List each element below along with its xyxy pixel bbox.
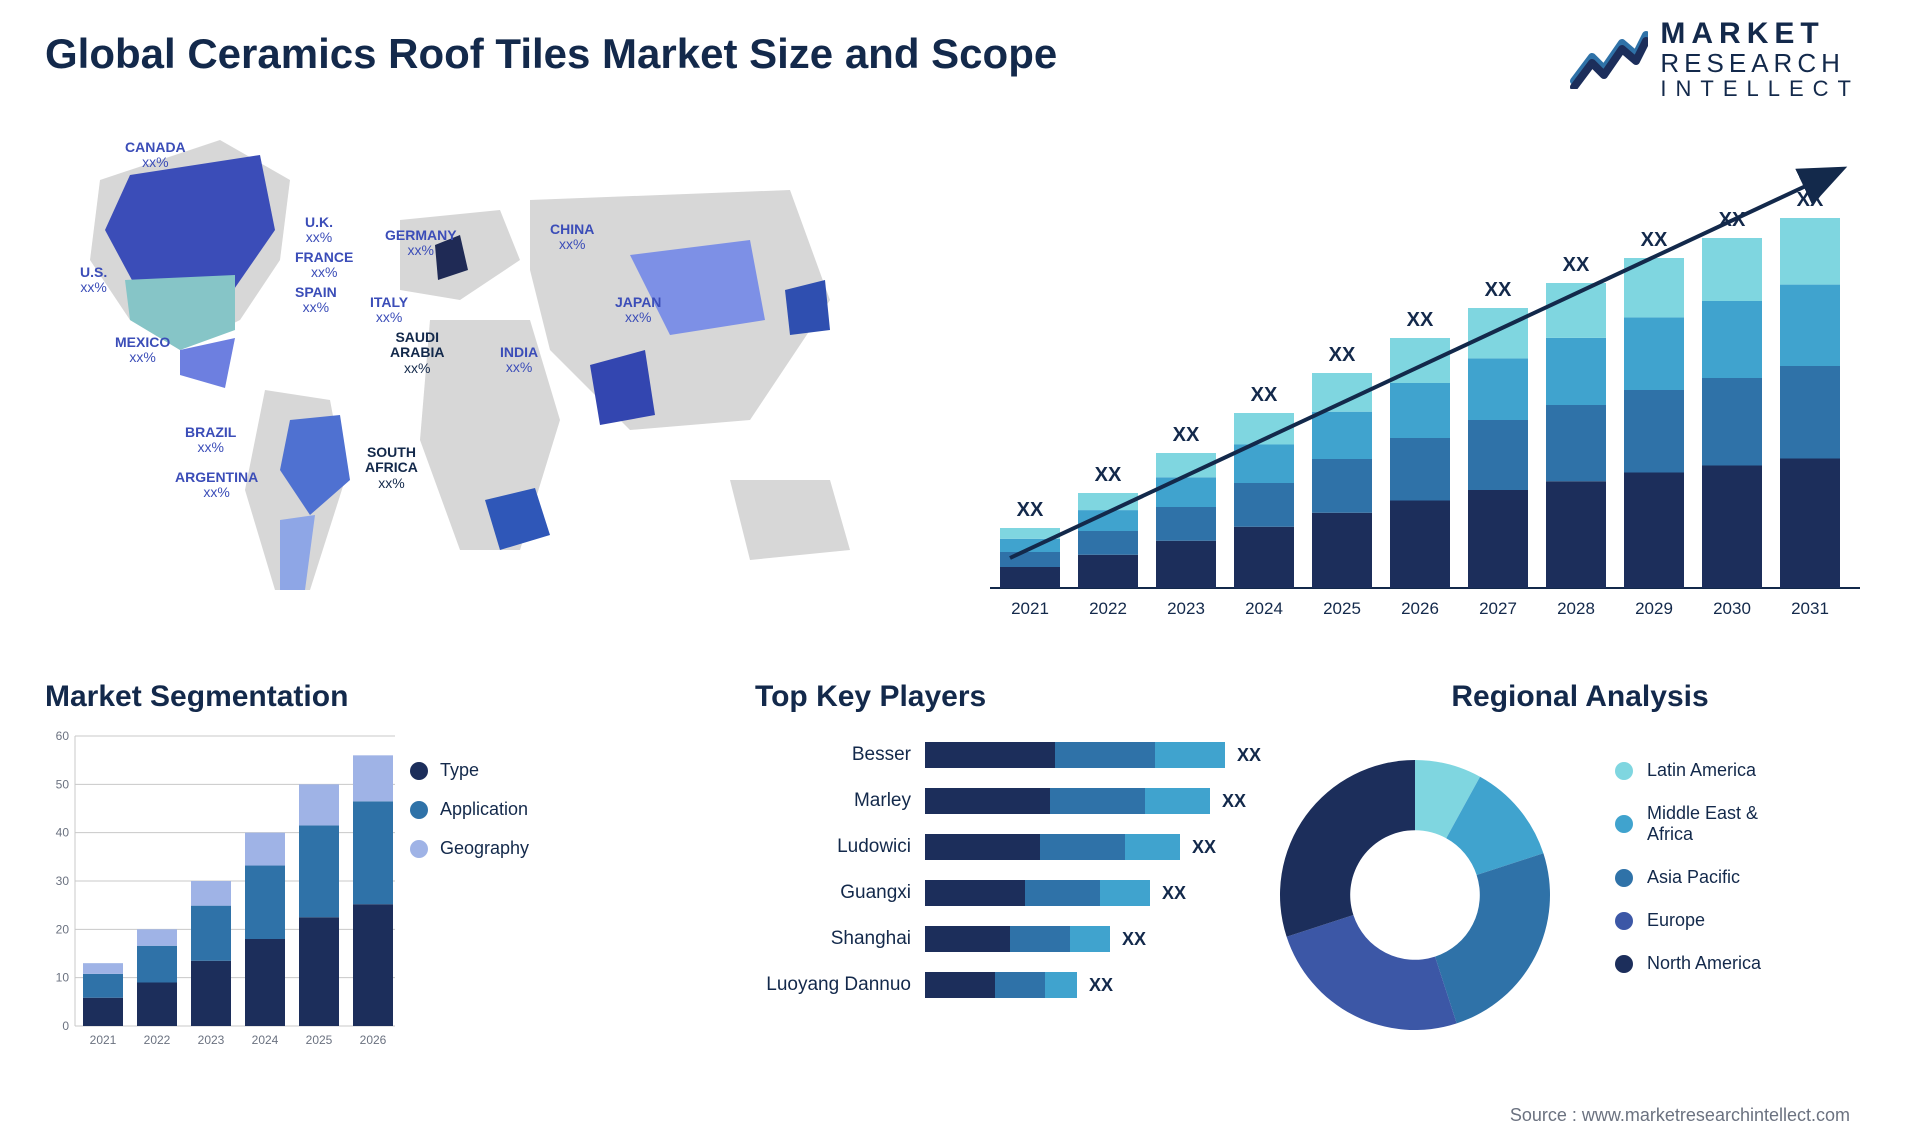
segmentation-legend: Type Application Geography [410,760,529,877]
logo-text-1: MARKET [1660,18,1860,50]
segmentation-chart: 0 10 20 30 40 50 60 2021 2022 2023 2024 2025 2026 [45,726,395,1056]
growth-bar-chart: 2021 XX 2022 XX 2023 XX 2024 XX 2025 XX 2026 XX 2027… [990,150,1860,630]
svg-text:XX: XX [1329,344,1356,366]
player-row: BesserXX [755,732,1315,778]
country-label: ITALYxx% [370,295,408,326]
regional-legend: Latin America Middle East & Africa Asia Pa… [1615,760,1761,996]
legend-item: Type [410,760,529,781]
svg-text:2029: 2029 [1635,599,1673,618]
player-row: Luoyang DannuoXX [755,962,1315,1008]
country-label: MEXICOxx% [115,335,170,366]
country-label: SOUTHAFRICAxx% [365,445,418,491]
legend-item: Middle East & Africa [1615,803,1761,845]
players-chart: BesserXXMarleyXXLudowiciXXGuangxiXXShang… [755,732,1315,1008]
country-label: ARGENTINAxx% [175,470,258,501]
country-label: FRANCExx% [295,250,353,281]
player-row: GuangxiXX [755,870,1315,916]
svg-text:2022: 2022 [144,1033,171,1047]
country-label: JAPANxx% [615,295,661,326]
country-label: U.S.xx% [80,265,107,296]
svg-text:20: 20 [56,922,70,936]
regional-donut [1265,745,1565,1045]
svg-text:XX: XX [1641,229,1668,251]
svg-text:2024: 2024 [1245,599,1283,618]
country-label: CHINAxx% [550,222,594,253]
logo-text-3: INTELLECT [1660,77,1860,100]
svg-text:2025: 2025 [306,1033,333,1047]
world-map: CANADAxx% U.S.xx% MEXICOxx% BRAZILxx% ARGENT… [30,120,910,650]
source-text: Source : www.marketresearchintellect.com [1510,1105,1850,1126]
player-row: ShanghaiXX [755,916,1315,962]
svg-text:2021: 2021 [90,1033,117,1047]
player-name: Ludowici [755,836,925,858]
svg-text:50: 50 [56,777,70,791]
svg-text:2027: 2027 [1479,599,1517,618]
player-name: Guangxi [755,882,925,904]
svg-text:XX: XX [1485,279,1512,301]
svg-text:XX: XX [1407,309,1434,331]
logo-icon [1570,29,1648,89]
svg-text:XX: XX [1173,424,1200,446]
player-name: Shanghai [755,928,925,950]
legend-item: Europe [1615,910,1761,931]
players-title: Top Key Players [755,680,1315,714]
svg-text:2030: 2030 [1713,599,1751,618]
brand-logo: MARKET RESEARCH INTELLECT [1570,18,1860,100]
player-name: Besser [755,744,925,766]
player-row: MarleyXX [755,778,1315,824]
legend-item: North America [1615,953,1761,974]
svg-text:2023: 2023 [198,1033,225,1047]
svg-text:2024: 2024 [252,1033,279,1047]
country-label: BRAZILxx% [185,425,236,456]
svg-text:XX: XX [1017,499,1044,521]
svg-text:XX: XX [1563,254,1590,276]
svg-text:2022: 2022 [1089,599,1127,618]
svg-text:XX: XX [1797,189,1824,211]
legend-item: Application [410,799,529,820]
svg-text:2028: 2028 [1557,599,1595,618]
legend-item: Geography [410,838,529,859]
legend-item: Latin America [1615,760,1761,781]
country-label: INDIAxx% [500,345,538,376]
svg-text:2025: 2025 [1323,599,1361,618]
logo-text-2: RESEARCH [1660,50,1860,77]
svg-text:2023: 2023 [1167,599,1205,618]
svg-text:40: 40 [56,826,70,840]
svg-text:2026: 2026 [1401,599,1439,618]
svg-text:60: 60 [56,729,70,743]
country-label: U.K.xx% [305,215,333,246]
country-label: CANADAxx% [125,140,186,171]
svg-text:10: 10 [56,971,70,985]
svg-text:2026: 2026 [360,1033,387,1047]
svg-text:XX: XX [1251,384,1278,406]
svg-text:30: 30 [56,874,70,888]
svg-text:XX: XX [1095,464,1122,486]
regional-title: Regional Analysis [1300,680,1860,714]
page-title: Global Ceramics Roof Tiles Market Size a… [45,30,1057,78]
country-label: SAUDIARABIAxx% [390,330,444,376]
svg-text:0: 0 [62,1019,69,1033]
svg-text:2021: 2021 [1011,599,1049,618]
player-name: Luoyang Dannuo [755,974,925,996]
player-name: Marley [755,790,925,812]
country-label: SPAINxx% [295,285,337,316]
svg-text:2031: 2031 [1791,599,1829,618]
country-label: GERMANYxx% [385,228,457,259]
segmentation-title: Market Segmentation [45,680,605,714]
legend-item: Asia Pacific [1615,867,1761,888]
player-row: LudowiciXX [755,824,1315,870]
